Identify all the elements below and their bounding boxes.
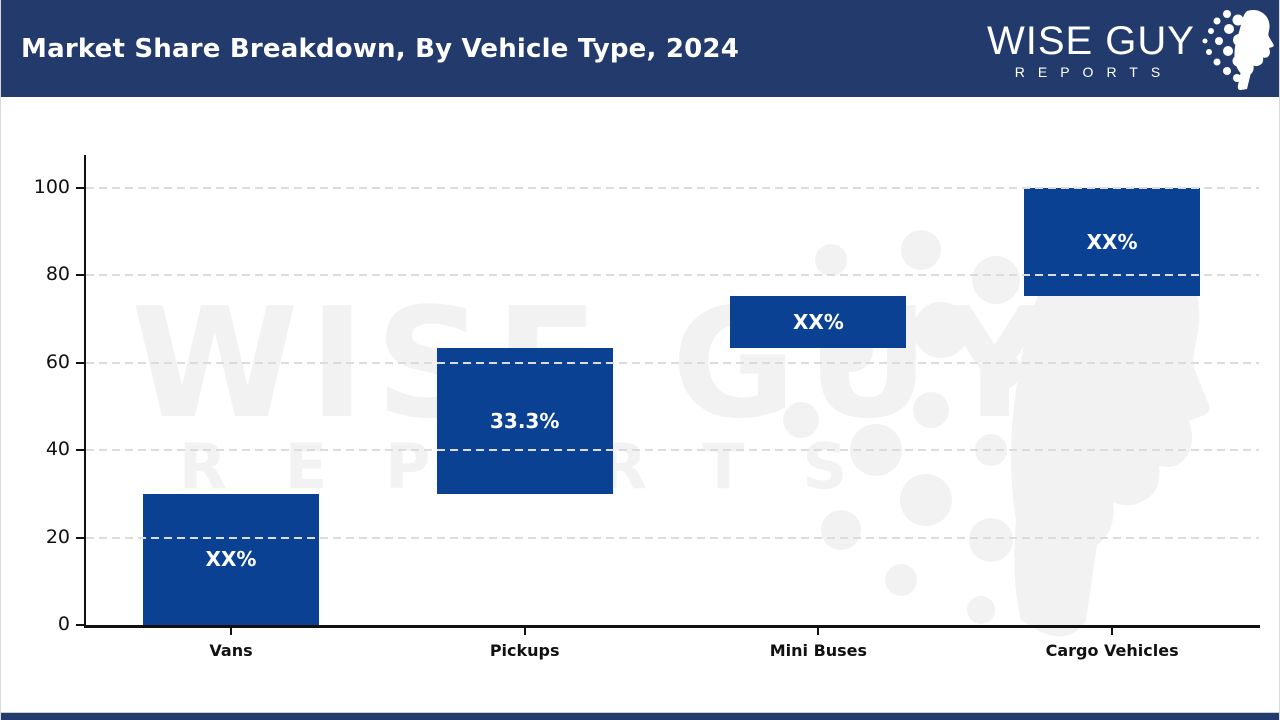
header-band: Market Share Breakdown, By Vehicle Type,… [1,0,1279,97]
bar-vans: XX% [143,493,319,625]
wiseguy-logo-text: WISE GUY REPORTS [987,19,1195,80]
gridline [86,186,1259,189]
x-tick-mark [1111,628,1114,635]
wiseguy-face-icon [1202,9,1274,91]
wiseguy-logo: WISE GUY REPORTS [987,6,1275,92]
y-tick-label: 40 [45,438,70,460]
x-tick-mark [523,628,526,635]
y-tick-label: 80 [45,263,70,285]
x-tick-label: Vans [209,641,253,660]
y-tick-mark [76,449,84,451]
y-tick-label: 0 [57,613,70,635]
y-tick-mark [76,274,84,276]
x-axis-line [84,625,1260,628]
gridline [86,274,1259,276]
y-tick-mark [76,186,84,189]
footer-divider [1,712,1279,713]
y-tick-label: 100 [33,175,70,198]
bar-value-label: XX% [205,547,257,572]
gridline [86,361,1259,364]
gridline [86,449,1259,451]
y-tick-mark [76,536,84,539]
y-tick-label: 60 [45,350,70,373]
footer-band [1,713,1279,720]
y-tick-label: 20 [45,525,70,548]
gridline [86,536,1259,539]
y-axis-line [84,155,86,627]
x-tick-label: Cargo Vehicles [1045,641,1179,660]
x-tick-mark [817,628,820,635]
bar-pickups: 33.3% [436,348,613,494]
x-tick-label: Pickups [489,641,560,660]
bar-value-label: 33.3% [489,408,560,433]
x-tick-label: Mini Buses [769,641,868,660]
bar-cargo-vehicles: XX% [1024,187,1201,296]
y-tick-mark [76,361,84,364]
bar-value-label: XX% [1086,229,1138,254]
bar-value-label: XX% [792,309,844,334]
bar-mini-buses: XX% [730,295,907,349]
logo-wordmark: WISE GUY [986,18,1195,63]
logo-subtitle: REPORTS [1014,63,1174,80]
x-tick-mark [230,628,232,635]
y-tick-mark [76,624,84,626]
page-title: Market Share Breakdown, By Vehicle Type,… [21,33,739,64]
